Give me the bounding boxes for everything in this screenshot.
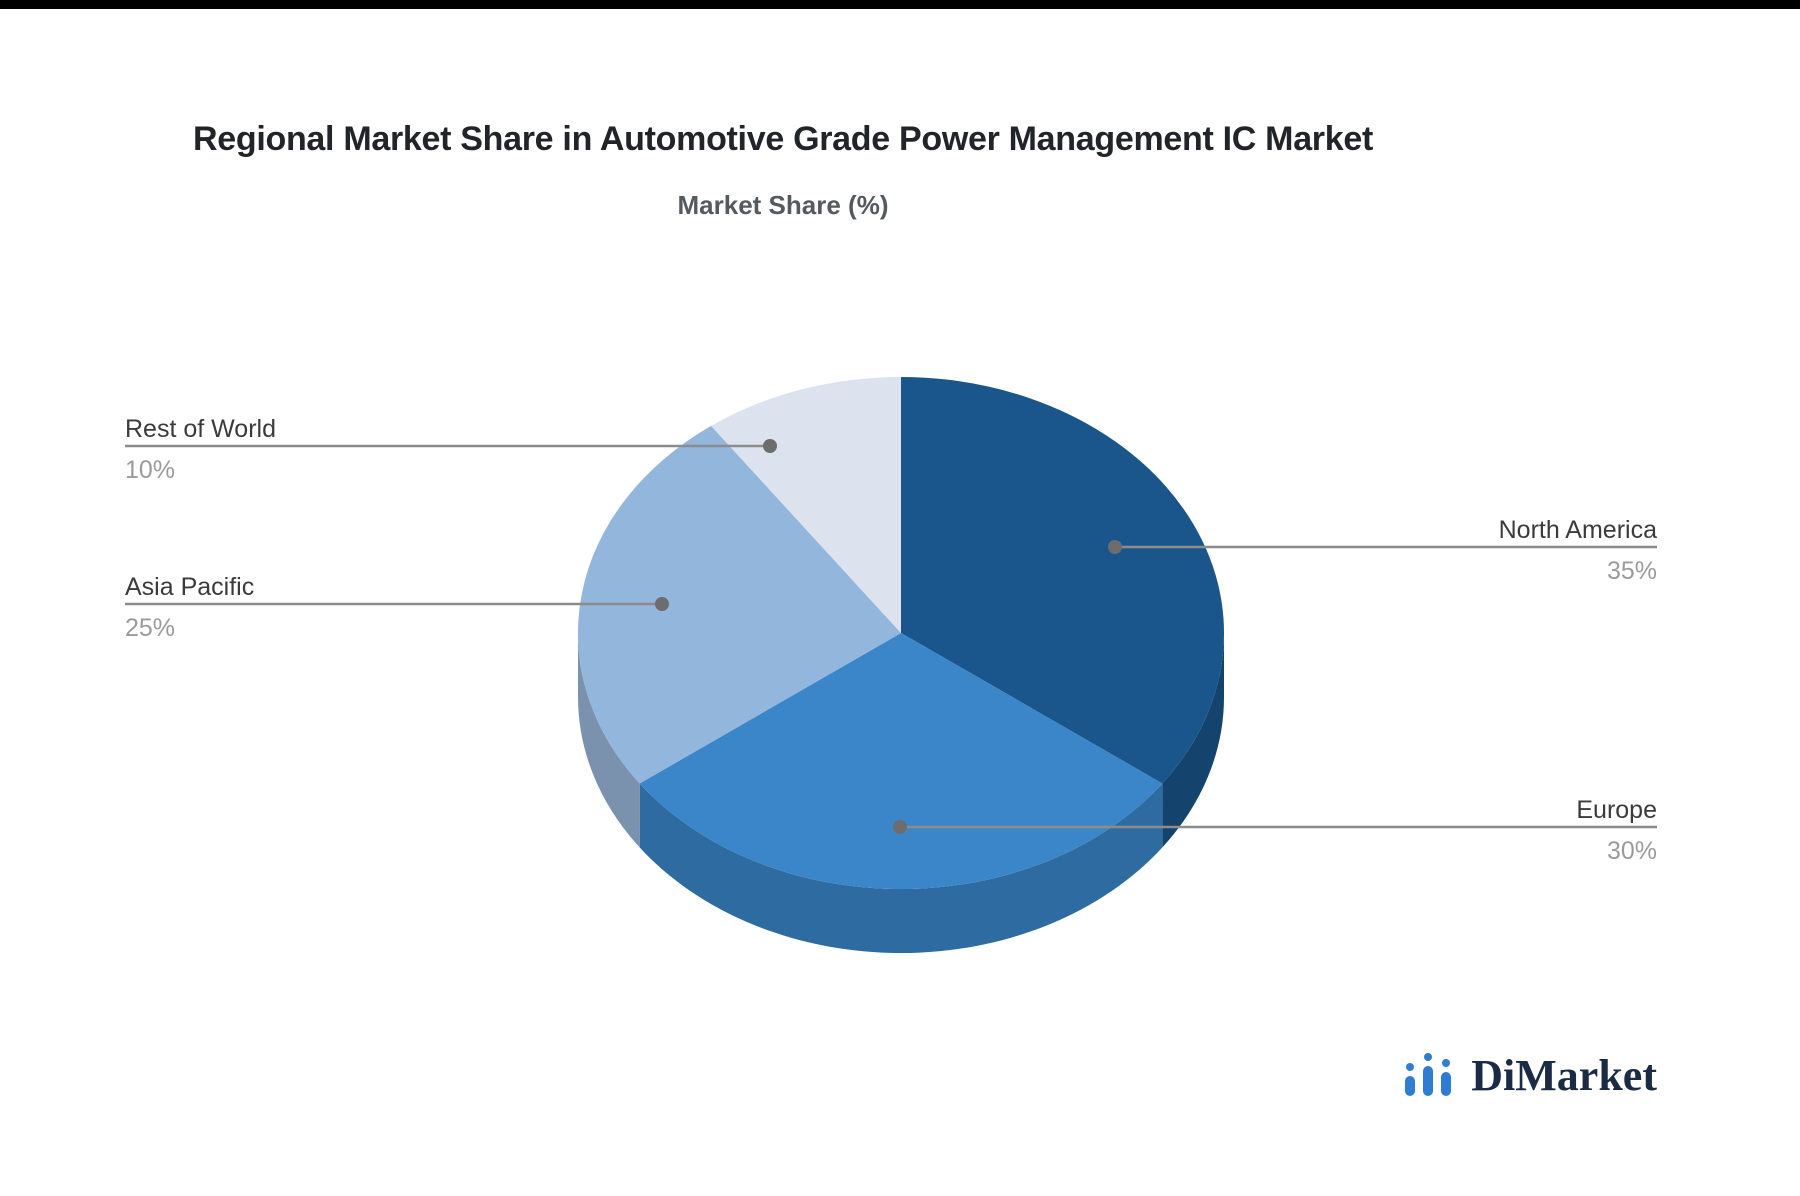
bar-chart-dots-icon bbox=[1405, 1053, 1452, 1096]
slice-percent-text: 35% bbox=[1606, 557, 1657, 585]
slice-label-text: North America bbox=[1498, 516, 1657, 544]
slice-value-rest-of-world: 10% bbox=[125, 456, 175, 485]
pie-depth-asia-pacific bbox=[578, 633, 640, 848]
dimarket-logo: DiMarket bbox=[1401, 1050, 1657, 1098]
slice-percent-text: 10% bbox=[125, 456, 176, 484]
slice-label-text: Rest of World bbox=[125, 415, 276, 443]
slice-percent-text: 30% bbox=[1606, 837, 1657, 865]
leader-dot-north-america bbox=[1108, 540, 1122, 554]
pie-slice-north-america bbox=[901, 377, 1225, 784]
slice-label-asia-pacific: Asia Pacific bbox=[125, 573, 254, 602]
slice-label-text: Asia Pacific bbox=[125, 573, 255, 601]
pie-slice-europe bbox=[639, 633, 1163, 890]
pie-depth-north-america bbox=[1162, 633, 1224, 848]
slice-value-north-america: 35% bbox=[1607, 557, 1657, 586]
dimarket-logo-text: DiMarket bbox=[1471, 1051, 1657, 1100]
slice-percent-text: 25% bbox=[125, 614, 176, 642]
leader-dot-europe bbox=[893, 820, 907, 834]
leader-dot-rest-of-world bbox=[763, 439, 777, 453]
slice-label-rest-of-world: Rest of World bbox=[125, 415, 276, 444]
slice-label-text: Europe bbox=[1576, 796, 1657, 824]
window-top-edge bbox=[0, 0, 1800, 9]
chart-subtitle: Market Share (%) bbox=[677, 190, 889, 220]
pie-slice-asia-pacific bbox=[577, 425, 901, 784]
pie-depth-europe bbox=[639, 783, 1163, 954]
slice-value-europe: 30% bbox=[1607, 837, 1657, 866]
pie-slice-rest-of-world bbox=[711, 376, 901, 633]
chart-title: Regional Market Share in Automotive Grad… bbox=[193, 120, 1373, 158]
leader-dot-asia-pacific bbox=[655, 597, 669, 611]
slice-label-north-america: North America bbox=[1499, 516, 1657, 545]
slice-value-asia-pacific: 25% bbox=[125, 614, 175, 643]
slice-label-europe: Europe bbox=[1576, 796, 1657, 825]
